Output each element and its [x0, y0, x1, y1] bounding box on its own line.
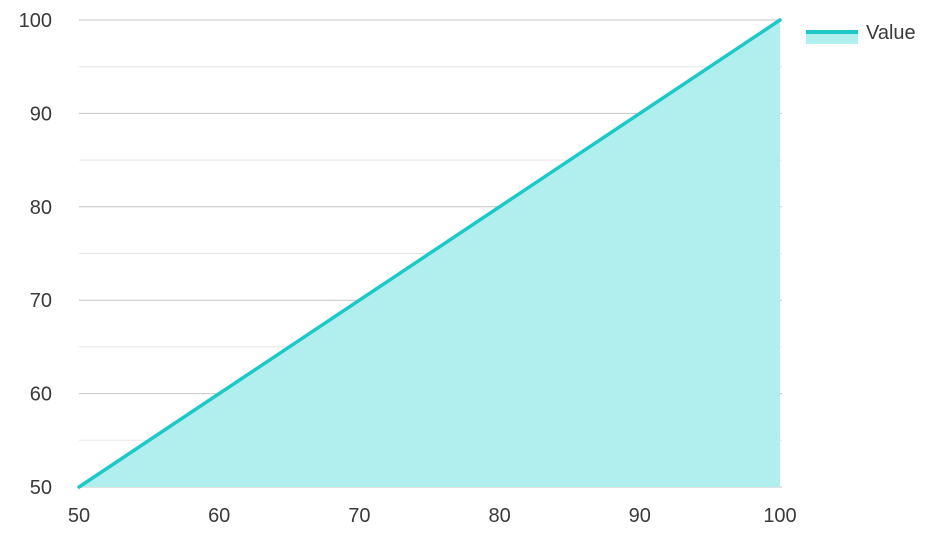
legend-label: Value	[866, 22, 916, 44]
legend-fill-swatch	[806, 32, 858, 44]
y-tick-label: 80	[30, 197, 52, 219]
y-axis-ticks: 50 60 70 80 90 100	[19, 10, 52, 499]
x-tick-label: 60	[208, 505, 230, 527]
series-line	[77, 18, 782, 489]
x-tick-label: 90	[629, 505, 651, 527]
x-axis-ticks: 50 60 70 80 90 100	[68, 505, 797, 527]
y-tick-label: 70	[30, 290, 52, 312]
x-tick-label: 80	[488, 505, 510, 527]
legend-line-swatch	[806, 30, 858, 34]
x-tick-label: 70	[348, 505, 370, 527]
y-tick-label: 90	[30, 103, 52, 125]
series-line-value	[77, 18, 782, 489]
y-tick-label: 60	[30, 384, 52, 406]
x-tick-label: 50	[68, 505, 90, 527]
legend: Value	[806, 22, 916, 44]
y-tick-label: 100	[19, 10, 52, 32]
x-tick-label: 100	[763, 505, 796, 527]
y-tick-label: 50	[30, 477, 52, 499]
